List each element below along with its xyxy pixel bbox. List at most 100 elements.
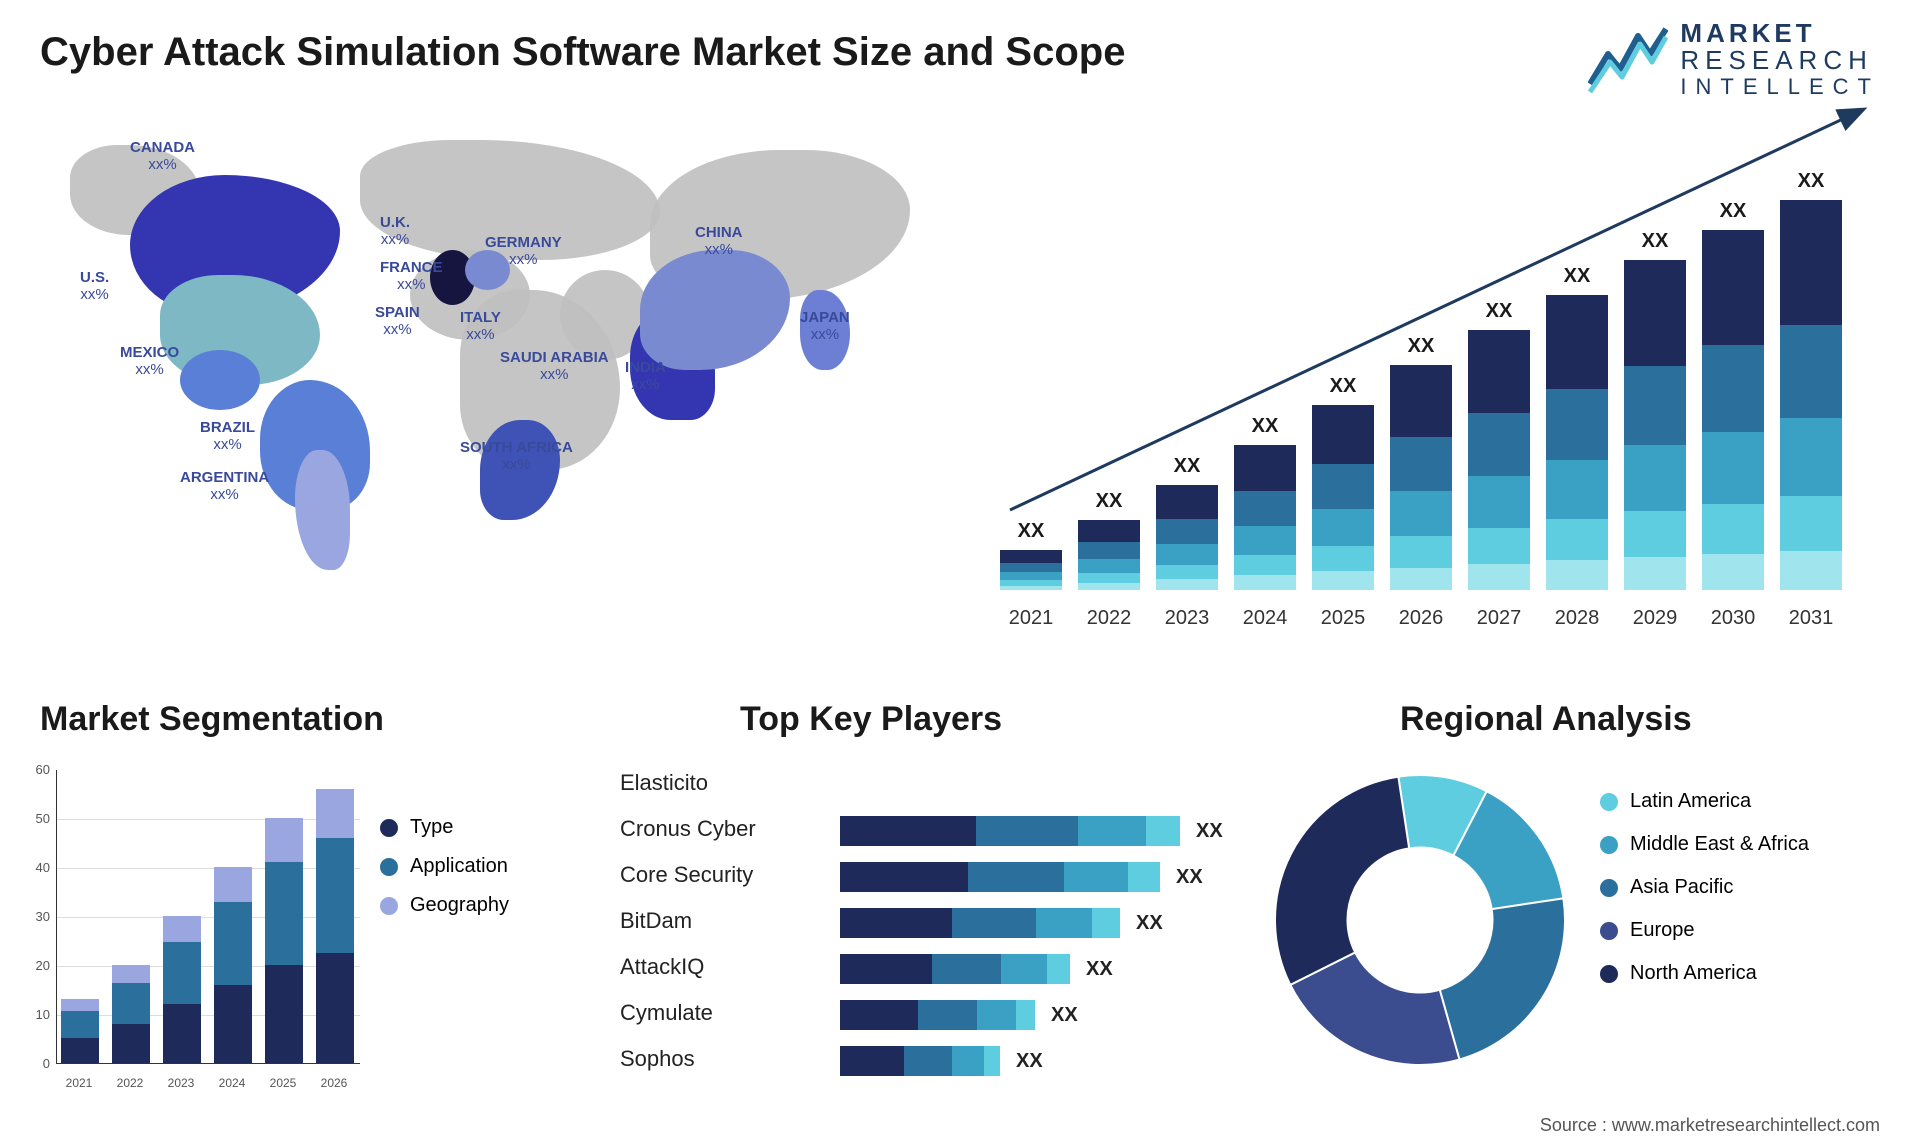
bar-value-label: XX <box>1312 375 1374 398</box>
bar-segment <box>1234 491 1296 526</box>
bar-segment <box>265 818 303 862</box>
bar-segment <box>1312 464 1374 508</box>
segmentation-bar <box>214 867 252 1063</box>
segmentation-bar <box>61 999 99 1063</box>
bar-segment <box>984 1046 1000 1076</box>
growth-chart-bar: XX <box>1078 520 1140 590</box>
logo-text-2: RESEARCH <box>1680 47 1880 74</box>
bar-segment <box>214 902 252 984</box>
donut-slice <box>1440 898 1565 1059</box>
player-name: Core Security <box>620 852 820 898</box>
bar-segment <box>968 862 1064 892</box>
y-axis-tick: 0 <box>20 1056 50 1071</box>
legend-label: Latin America <box>1630 790 1751 813</box>
bar-segment <box>918 1000 977 1030</box>
bar-segment <box>1156 485 1218 519</box>
growth-chart-bar: XX <box>1000 550 1062 590</box>
bar-value-label: XX <box>1078 490 1140 513</box>
x-axis-label: 2025 <box>264 1076 302 1090</box>
bar-segment <box>952 1046 984 1076</box>
player-name: Cymulate <box>620 990 820 1036</box>
legend-item: Type <box>380 816 509 839</box>
bar-value-label: XX <box>1234 415 1296 438</box>
map-label: SPAINxx% <box>375 305 420 338</box>
map-label: CANADAxx% <box>130 140 195 173</box>
bar-value-label: XX <box>1176 866 1203 889</box>
bar-value-label: XX <box>1136 912 1163 935</box>
x-axis-label: 2023 <box>162 1076 200 1090</box>
bar-segment <box>112 983 150 1024</box>
bar-segment <box>1702 554 1764 590</box>
legend-dot-icon <box>1600 879 1618 897</box>
y-axis-tick: 40 <box>20 860 50 875</box>
x-axis-label: 2029 <box>1624 607 1686 630</box>
bar-segment <box>1000 550 1062 563</box>
growth-chart-bar: XX <box>1312 405 1374 590</box>
legend-dot-icon <box>1600 965 1618 983</box>
player-bar <box>840 816 1180 846</box>
bar-segment <box>61 1011 99 1038</box>
bar-segment <box>1234 555 1296 575</box>
x-axis-label: 2022 <box>1078 607 1140 630</box>
bar-segment <box>1780 325 1842 419</box>
bar-segment <box>1156 565 1218 580</box>
map-country-highlight <box>180 350 260 410</box>
legend-label: Type <box>410 816 453 839</box>
bar-segment <box>1312 405 1374 464</box>
x-axis-label: 2027 <box>1468 607 1530 630</box>
legend-dot-icon <box>1600 836 1618 854</box>
map-label: INDIAxx% <box>625 360 666 393</box>
bar-segment <box>265 965 303 1063</box>
x-axis-label: 2022 <box>111 1076 149 1090</box>
bar-segment <box>112 965 150 983</box>
bar-segment <box>1312 509 1374 546</box>
segmentation-bar <box>265 818 303 1063</box>
bar-segment <box>1780 551 1842 590</box>
map-label: JAPANxx% <box>800 310 850 343</box>
bar-segment <box>1390 568 1452 591</box>
bar-segment <box>1000 563 1062 573</box>
bar-segment <box>1546 560 1608 590</box>
bar-value-label: XX <box>1156 455 1218 478</box>
player-bar <box>840 1046 1000 1076</box>
bar-segment <box>840 862 968 892</box>
bar-segment <box>1064 862 1128 892</box>
donut-slice <box>1275 777 1409 985</box>
bar-segment <box>1000 572 1062 580</box>
bar-segment <box>952 908 1036 938</box>
bar-value-label: XX <box>1546 265 1608 288</box>
bar-segment <box>1312 546 1374 572</box>
bar-segment <box>1780 418 1842 496</box>
x-axis-label: 2031 <box>1780 607 1842 630</box>
growth-chart-bar: XX <box>1780 200 1842 590</box>
players-chart: XXXXXXXXXXXX <box>840 770 1280 1100</box>
bar-segment <box>112 1024 150 1063</box>
bar-segment <box>1312 571 1374 590</box>
x-axis-label: 2023 <box>1156 607 1218 630</box>
bar-segment <box>1001 954 1047 984</box>
map-label: GERMANYxx% <box>485 235 562 268</box>
map-label: SAUDI ARABIAxx% <box>500 350 609 383</box>
regional-legend: Latin AmericaMiddle East & AfricaAsia Pa… <box>1600 770 1880 1005</box>
bar-segment <box>163 942 201 1004</box>
bar-segment <box>840 908 952 938</box>
players-list: ElasticitoCronus CyberCore SecurityBitDa… <box>620 760 820 1082</box>
segmentation-title: Market Segmentation <box>40 700 384 739</box>
legend-label: North America <box>1630 962 1757 985</box>
x-axis-label: 2024 <box>1234 607 1296 630</box>
player-bar <box>840 1000 1035 1030</box>
bar-value-label: XX <box>1702 200 1764 223</box>
market-growth-chart: XXXXXXXXXXXXXXXXXXXXXX 20212022202320242… <box>1000 150 1860 630</box>
x-axis-label: 2026 <box>315 1076 353 1090</box>
bar-segment <box>1468 413 1530 475</box>
y-axis-tick: 50 <box>20 811 50 826</box>
bar-value-label: XX <box>1086 958 1113 981</box>
legend-label: Application <box>410 855 508 878</box>
legend-label: Middle East & Africa <box>1630 833 1809 856</box>
legend-item: Latin America <box>1600 790 1880 813</box>
bar-segment <box>840 1046 904 1076</box>
map-label: SOUTH AFRICAxx% <box>460 440 573 473</box>
map-label: U.K.xx% <box>380 215 410 248</box>
bar-segment <box>1234 575 1296 590</box>
legend-label: Geography <box>410 894 509 917</box>
